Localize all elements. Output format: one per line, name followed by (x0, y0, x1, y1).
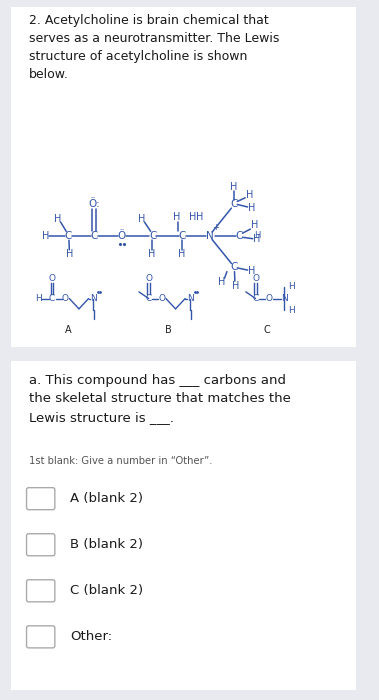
Text: H: H (42, 231, 50, 241)
Text: H: H (173, 212, 181, 223)
Text: H: H (149, 249, 156, 259)
Text: C: C (230, 262, 238, 272)
Text: A (blank 2): A (blank 2) (70, 492, 143, 505)
Text: N: N (281, 294, 288, 303)
Text: O: O (145, 274, 152, 283)
Text: B: B (165, 325, 172, 335)
Text: O: O (62, 294, 69, 303)
Text: O: O (49, 274, 56, 283)
FancyBboxPatch shape (27, 626, 55, 648)
Text: H: H (36, 294, 42, 303)
FancyBboxPatch shape (6, 356, 362, 694)
Text: 1st blank: Give a number in “Other”.: 1st blank: Give a number in “Other”. (29, 456, 212, 466)
Text: Other:: Other: (70, 631, 112, 643)
Text: +: + (213, 223, 219, 232)
Text: C: C (64, 231, 72, 241)
Text: B (blank 2): B (blank 2) (70, 538, 143, 551)
Text: C: C (149, 231, 157, 241)
FancyBboxPatch shape (27, 580, 55, 602)
Text: C (blank 2): C (blank 2) (70, 584, 143, 597)
Text: N: N (186, 294, 193, 303)
Text: H: H (253, 234, 261, 244)
Text: N: N (90, 294, 97, 303)
Text: H: H (248, 203, 255, 213)
Text: Ö: Ö (117, 231, 126, 241)
Text: H: H (246, 190, 253, 200)
Text: H: H (54, 214, 62, 224)
Text: C: C (179, 231, 186, 241)
Text: N: N (206, 231, 213, 241)
Text: H: H (248, 266, 255, 276)
Text: O: O (158, 294, 165, 303)
Text: O: O (252, 274, 259, 283)
Text: C: C (91, 231, 98, 241)
Text: H: H (189, 212, 196, 223)
Text: H: H (138, 214, 146, 224)
Text: H: H (230, 182, 238, 192)
Text: H: H (178, 249, 185, 259)
Text: a. This compound has ___ carbons and
the skeletal structure that matches the
Lew: a. This compound has ___ carbons and the… (29, 374, 290, 424)
Text: C: C (230, 199, 238, 209)
Text: H: H (218, 277, 226, 287)
Text: H: H (254, 231, 260, 240)
FancyBboxPatch shape (27, 533, 55, 556)
Text: A: A (65, 325, 72, 335)
FancyBboxPatch shape (6, 2, 362, 351)
Text: H: H (232, 281, 239, 290)
Text: C: C (235, 231, 243, 241)
Text: H: H (251, 220, 258, 230)
Text: C: C (252, 294, 259, 303)
Text: C: C (263, 325, 270, 335)
Text: O: O (265, 294, 272, 303)
Text: Ö:: Ö: (88, 199, 100, 209)
Text: H: H (196, 212, 203, 223)
Text: 2. Acetylcholine is brain chemical that
serves as a neurotransmitter. The Lewis
: 2. Acetylcholine is brain chemical that … (29, 14, 279, 80)
FancyBboxPatch shape (27, 488, 55, 510)
Text: C: C (146, 294, 152, 303)
Text: H: H (66, 249, 74, 259)
Text: H: H (288, 306, 295, 315)
Text: C: C (49, 294, 55, 303)
Text: H: H (288, 282, 295, 291)
